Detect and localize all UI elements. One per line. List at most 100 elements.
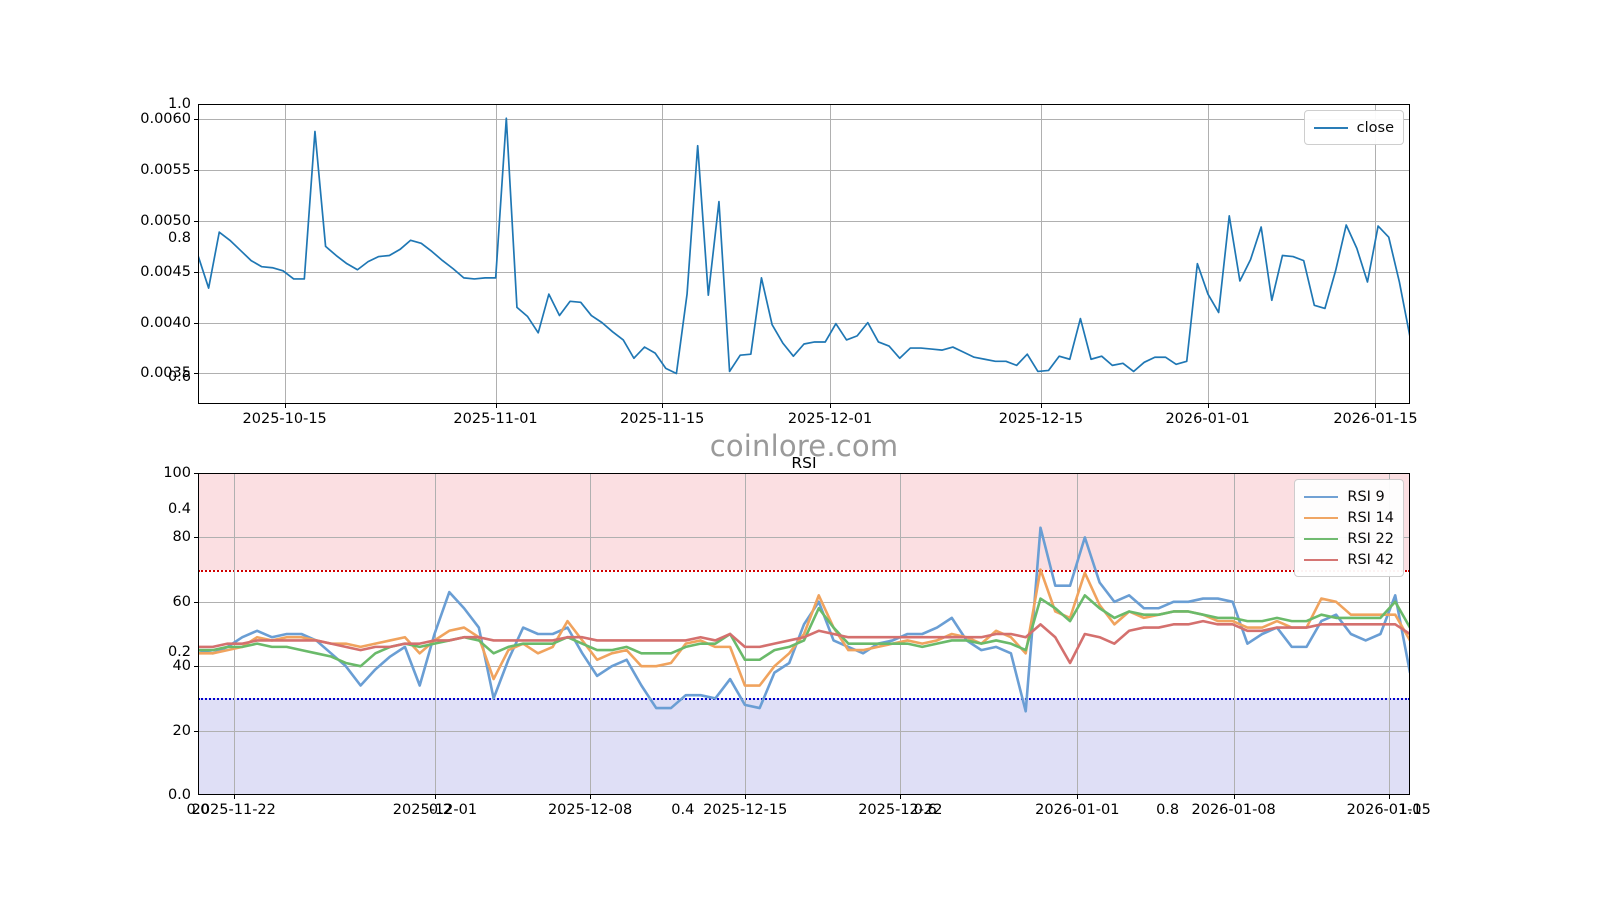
price-y-tick-label: 0.0055 [140, 162, 191, 179]
price-tick-mark-y [194, 170, 198, 172]
rsi-gridline-vertical [745, 473, 747, 795]
price-tick-mark-x [1040, 404, 1042, 408]
price-x-tick-label: 2025-11-15 [620, 411, 705, 427]
rsi-gridline-horizontal [198, 666, 1410, 668]
price-close-line [198, 117, 1410, 375]
price-plot-area [198, 104, 1410, 404]
rsi-tick-mark-y [194, 730, 198, 732]
rsi-gridline-horizontal [198, 537, 1410, 539]
price-y-tick-label-normalized: 0.6 [167, 369, 191, 385]
price-tick-mark-y [194, 119, 198, 121]
legend-label-rsi-9: RSI 9 [1347, 488, 1385, 505]
price-axis-spine-left [198, 104, 200, 404]
rsi-line-rsi-9 [198, 526, 1410, 713]
rsi-x-tick-label: 2025-12-15 [703, 802, 788, 818]
rsi-tick-mark-y [194, 537, 198, 539]
price-gridline-horizontal [198, 220, 1410, 222]
rsi-gridline-vertical [590, 473, 592, 795]
price-tick-mark-y [194, 271, 198, 273]
rsi-x-tick-label-normalized: 0.2 [428, 802, 452, 818]
price-legend: close [1303, 110, 1404, 145]
rsi-y-tick-label: 20 [172, 722, 191, 739]
legend-label-rsi-14: RSI 14 [1347, 509, 1394, 526]
price-y-tick-label: 0.0060 [140, 111, 191, 128]
price-y-tick-label: 0.0035 [140, 365, 191, 382]
price-gridline-vertical [830, 104, 832, 404]
rsi-series-lines [198, 526, 1410, 713]
rsi-axis-spine-left [198, 473, 200, 795]
rsi-gridline-vertical [900, 473, 902, 795]
rsi-tick-mark-x [900, 795, 902, 799]
legend-item-rsi-9: RSI 9 [1304, 486, 1394, 507]
rsi-tick-mark-x [1388, 795, 1390, 799]
price-tick-mark-x [284, 404, 286, 408]
price-y-tick-label: 0.0045 [140, 263, 191, 280]
price-gridline-vertical [495, 104, 497, 404]
rsi-y-tick-label: 100 [163, 465, 191, 481]
rsi-tick-mark-x [233, 795, 235, 799]
rsi-axis-spine-bottom [198, 793, 1410, 795]
price-gridline-vertical [1040, 104, 1042, 404]
rsi-x-tick-label-normalized: 0.6 [913, 802, 937, 818]
rsi-tick-mark-x [590, 795, 592, 799]
rsi-gridline-vertical [233, 473, 235, 795]
price-tick-mark-x [830, 404, 832, 408]
legend-swatch-rsi-9 [1304, 495, 1339, 498]
rsi-x-tick-label: 2025-12-22 [858, 802, 943, 818]
price-gridline-vertical [662, 104, 664, 404]
price-gridline-vertical [1375, 104, 1377, 404]
price-x-tick-label: 2025-12-01 [787, 411, 873, 427]
legend-item-rsi-42: RSI 42 [1304, 549, 1394, 570]
price-gridline-vertical [284, 104, 286, 404]
rsi-plot-area [198, 473, 1410, 795]
legend-item-rsi-22: RSI 22 [1304, 528, 1394, 549]
legend-label-rsi-22: RSI 22 [1347, 530, 1394, 547]
rsi-threshold-line-overbought [198, 569, 1410, 572]
price-x-tick-label: 2025-11-01 [453, 411, 538, 427]
price-axis-spine-bottom [198, 402, 1410, 404]
rsi-axis-spine-right [1408, 473, 1410, 795]
price-gridline-horizontal [198, 170, 1410, 172]
price-y-tick-label-normalized: 0.8 [167, 230, 191, 246]
rsi-x-tick-label: 2026-01-15 [1346, 802, 1431, 818]
rsi-y-tick-label-normalized: 0.4 [167, 501, 191, 517]
rsi-tick-mark-y [194, 473, 198, 474]
legend-label-rsi-42: RSI 42 [1347, 551, 1394, 568]
price-tick-mark-x [495, 404, 497, 408]
price-gridline-horizontal [198, 373, 1410, 375]
price-x-tick-label: 2025-12-15 [998, 411, 1084, 427]
rsi-tick-mark-y [194, 666, 198, 668]
price-y-tick-label: 0.0040 [140, 314, 191, 331]
rsi-tick-mark-x [745, 795, 747, 799]
rsi-tick-mark-y [194, 601, 198, 603]
legend-swatch-rsi-22 [1304, 537, 1339, 540]
rsi-x-tick-label-normalized: 1.0 [1398, 802, 1422, 818]
rsi-y-tick-label: 40 [172, 658, 191, 675]
rsi-x-tick-label-normalized: 0.4 [671, 802, 695, 818]
legend-swatch-rsi-42 [1304, 558, 1339, 561]
watermark-coinlore: coinlore.com [709, 429, 899, 463]
rsi-x-tick-label-normalized: 0.8 [1156, 802, 1180, 818]
price-axis-spine-top [198, 104, 1410, 106]
rsi-y-tick-label-normalized: 0.0 [167, 787, 191, 803]
price-x-tick-label: 2026-01-15 [1333, 411, 1418, 427]
price-tick-mark-y [194, 220, 198, 222]
price-gridline-horizontal [198, 119, 1410, 121]
rsi-band-overbought [198, 473, 1410, 570]
rsi-gridline-vertical [1077, 473, 1079, 795]
rsi-chart-title: RSI [791, 454, 817, 472]
price-gridline-horizontal [198, 322, 1410, 324]
rsi-y-tick-label: 80 [172, 529, 191, 546]
rsi-gridline-vertical [1233, 473, 1235, 795]
rsi-x-tick-label: 2025-11-22 [191, 802, 276, 818]
rsi-y-tick-label: 60 [172, 593, 191, 610]
legend-item-rsi-14: RSI 14 [1304, 507, 1394, 528]
rsi-tick-mark-x [434, 795, 436, 799]
price-x-tick-label: 2026-01-01 [1165, 411, 1250, 427]
price-tick-mark-x [1375, 404, 1377, 408]
price-tick-mark-y [194, 322, 198, 324]
price-axis-spine-right [1408, 104, 1410, 404]
rsi-x-tick-label: 2026-01-08 [1191, 802, 1276, 818]
rsi-axis-spine-top [198, 473, 1410, 475]
